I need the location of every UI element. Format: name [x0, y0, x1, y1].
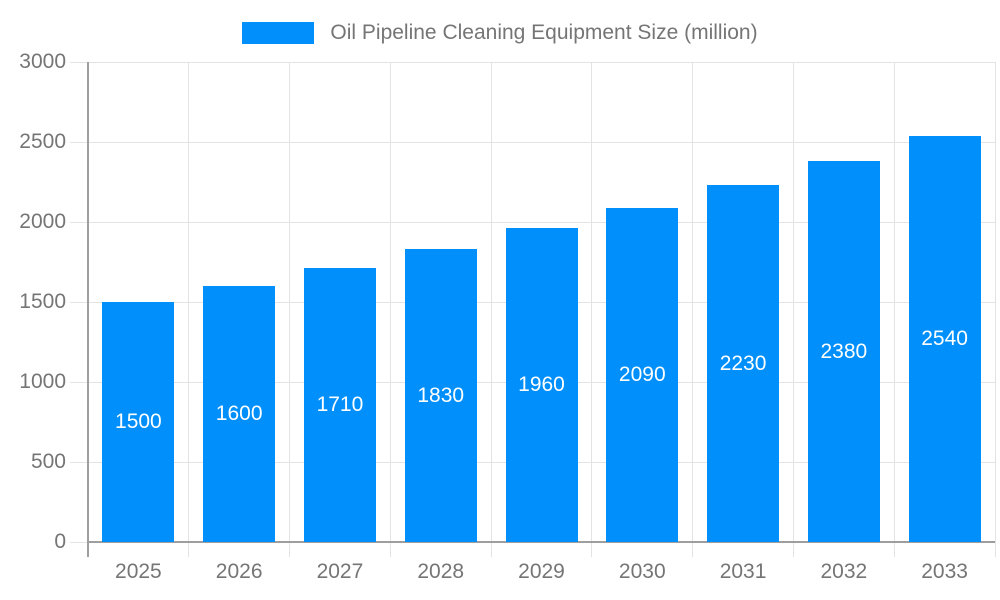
y-axis-tick-label: 3000 [19, 50, 66, 73]
bar-value-label: 1500 [115, 410, 162, 433]
x-tick-mark [188, 542, 190, 557]
x-tick-mark [289, 542, 291, 557]
x-axis-tick-label: 2026 [215, 560, 263, 583]
y-tick-mark [70, 221, 88, 223]
x-tick-mark [490, 542, 492, 557]
y-axis-tick-label: 500 [30, 450, 66, 473]
bar-value-label: 1600 [215, 402, 263, 425]
y-axis-tick-label: 2500 [19, 130, 66, 153]
x-tick-mark [994, 542, 996, 557]
y-tick-mark [70, 541, 88, 543]
x-axis-tick-label: 2032 [820, 560, 868, 583]
x-gridline [692, 62, 694, 542]
bar-2028[interactable]: 1830 [404, 249, 477, 542]
x-gridline [490, 62, 492, 542]
bar-2032[interactable]: 2380 [807, 161, 880, 542]
x-tick-mark [692, 542, 694, 557]
x-axis-tick-label: 2030 [618, 560, 666, 583]
y-gridline [88, 141, 995, 143]
bar-value-label: 2380 [820, 339, 868, 363]
y-axis-tick-label: 2000 [19, 210, 66, 233]
bar-2027[interactable]: 1710 [303, 268, 376, 542]
x-gridline [389, 62, 391, 542]
y-axis-tick-label: 0 [54, 530, 66, 553]
y-axis-tick-label: 1500 [19, 290, 66, 313]
x-gridline [591, 62, 593, 542]
y-axis-tick-label: 1000 [19, 370, 66, 393]
bar-value-label: 1710 [316, 393, 364, 417]
x-gridline [188, 62, 190, 542]
bar-2025[interactable]: 1500 [102, 302, 175, 542]
x-gridline [289, 62, 291, 542]
bar-value-label: 1960 [518, 373, 565, 397]
y-gridline [88, 61, 995, 63]
y-gridline [88, 221, 995, 223]
x-gridline [994, 62, 996, 542]
y-axis-line [87, 62, 89, 557]
bar-value-label: 2230 [719, 351, 767, 375]
y-tick-mark [70, 141, 88, 143]
bar-value-label: 2090 [618, 362, 666, 386]
bar-2030[interactable]: 2090 [606, 207, 679, 542]
x-axis-tick-label: 2029 [518, 560, 565, 583]
x-axis-tick-label: 2031 [719, 560, 767, 583]
bar-value-label: 2540 [921, 326, 968, 350]
x-gridline [893, 62, 895, 542]
y-tick-mark [70, 381, 88, 383]
legend-swatch [242, 22, 315, 44]
y-tick-mark [70, 461, 88, 463]
bar-value-label: 1830 [417, 383, 465, 407]
x-tick-mark [389, 542, 391, 557]
bar-2031[interactable]: 2230 [707, 185, 780, 542]
y-tick-mark [70, 61, 88, 63]
x-axis-line [88, 541, 995, 543]
x-axis-tick-label: 2033 [921, 560, 968, 583]
x-tick-mark [792, 542, 794, 557]
bar-2029[interactable]: 1960 [505, 228, 578, 542]
x-tick-mark [591, 542, 593, 557]
x-gridline [792, 62, 794, 542]
x-tick-mark [893, 542, 895, 557]
x-axis-tick-label: 2028 [417, 560, 465, 583]
bar-2026[interactable]: 1600 [203, 286, 276, 542]
x-axis-tick-label: 2025 [115, 560, 162, 583]
y-tick-mark [70, 301, 88, 303]
chart-legend[interactable]: Oil Pipeline Cleaning Equipment Size (mi… [0, 14, 1000, 52]
legend-label: Oil Pipeline Cleaning Equipment Size (mi… [330, 21, 758, 44]
x-axis-tick-label: 2027 [316, 560, 364, 583]
bar-2033[interactable]: 2540 [908, 135, 981, 542]
